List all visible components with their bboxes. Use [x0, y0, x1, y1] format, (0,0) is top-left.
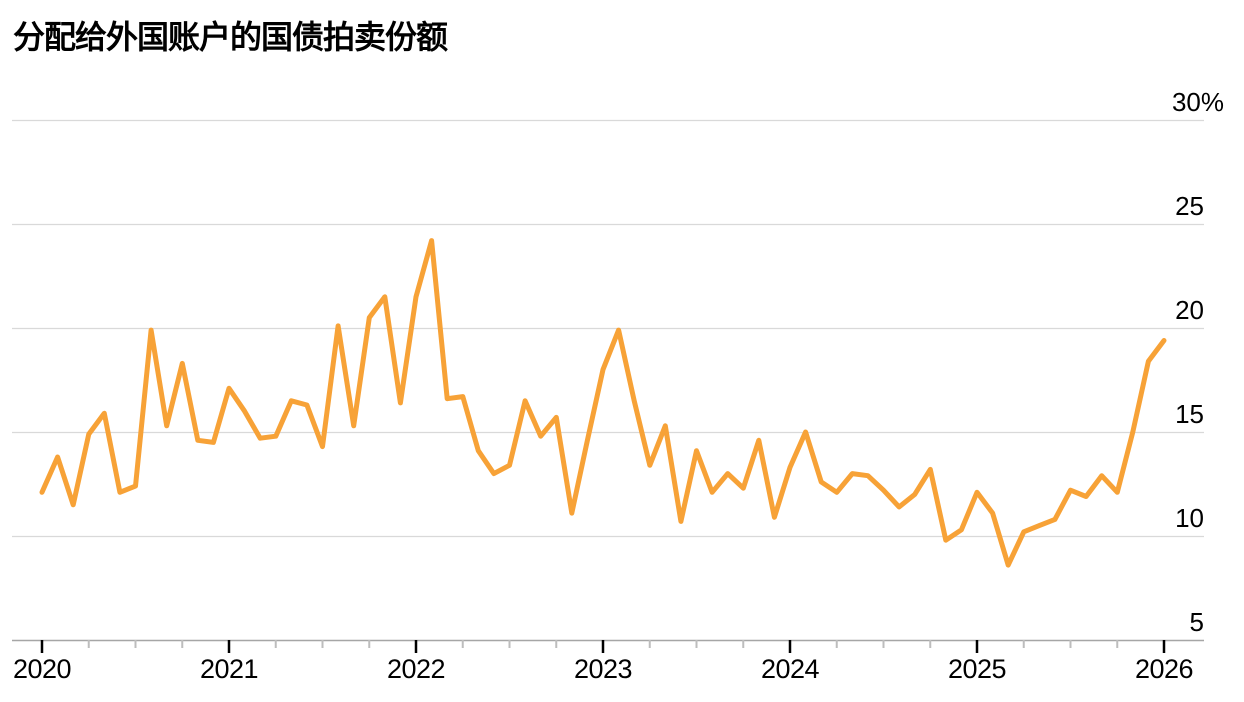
x-tick-label: 2020 [13, 654, 71, 684]
page-title: 分配给外国账户的国债拍卖份额 [13, 19, 448, 55]
x-tick-label: 2024 [761, 654, 820, 684]
x-tick-label: 2021 [200, 654, 258, 684]
y-tick-label: 20 [1175, 295, 1204, 325]
x-tick-label: 2023 [574, 654, 632, 684]
y-tick-label: 10 [1175, 503, 1204, 533]
x-tick-label: 2022 [387, 654, 445, 684]
x-axis-labels: 2020 2021 2022 2023 2024 2025 2026 [13, 654, 1194, 684]
y-axis-labels: 5 10 15 20 25 30% [1172, 87, 1224, 637]
series-line [39, 238, 1167, 568]
x-tick-label: 2026 [1135, 654, 1193, 684]
y-tick-label: 30% [1172, 87, 1224, 117]
y-tick-label: 15 [1175, 399, 1204, 429]
y-tick-label: 5 [1190, 607, 1204, 637]
gridlines [12, 119, 1204, 642]
x-tick-label: 2025 [948, 654, 1006, 684]
x-axis-ticks [40, 640, 1166, 653]
y-tick-label: 25 [1175, 191, 1204, 221]
